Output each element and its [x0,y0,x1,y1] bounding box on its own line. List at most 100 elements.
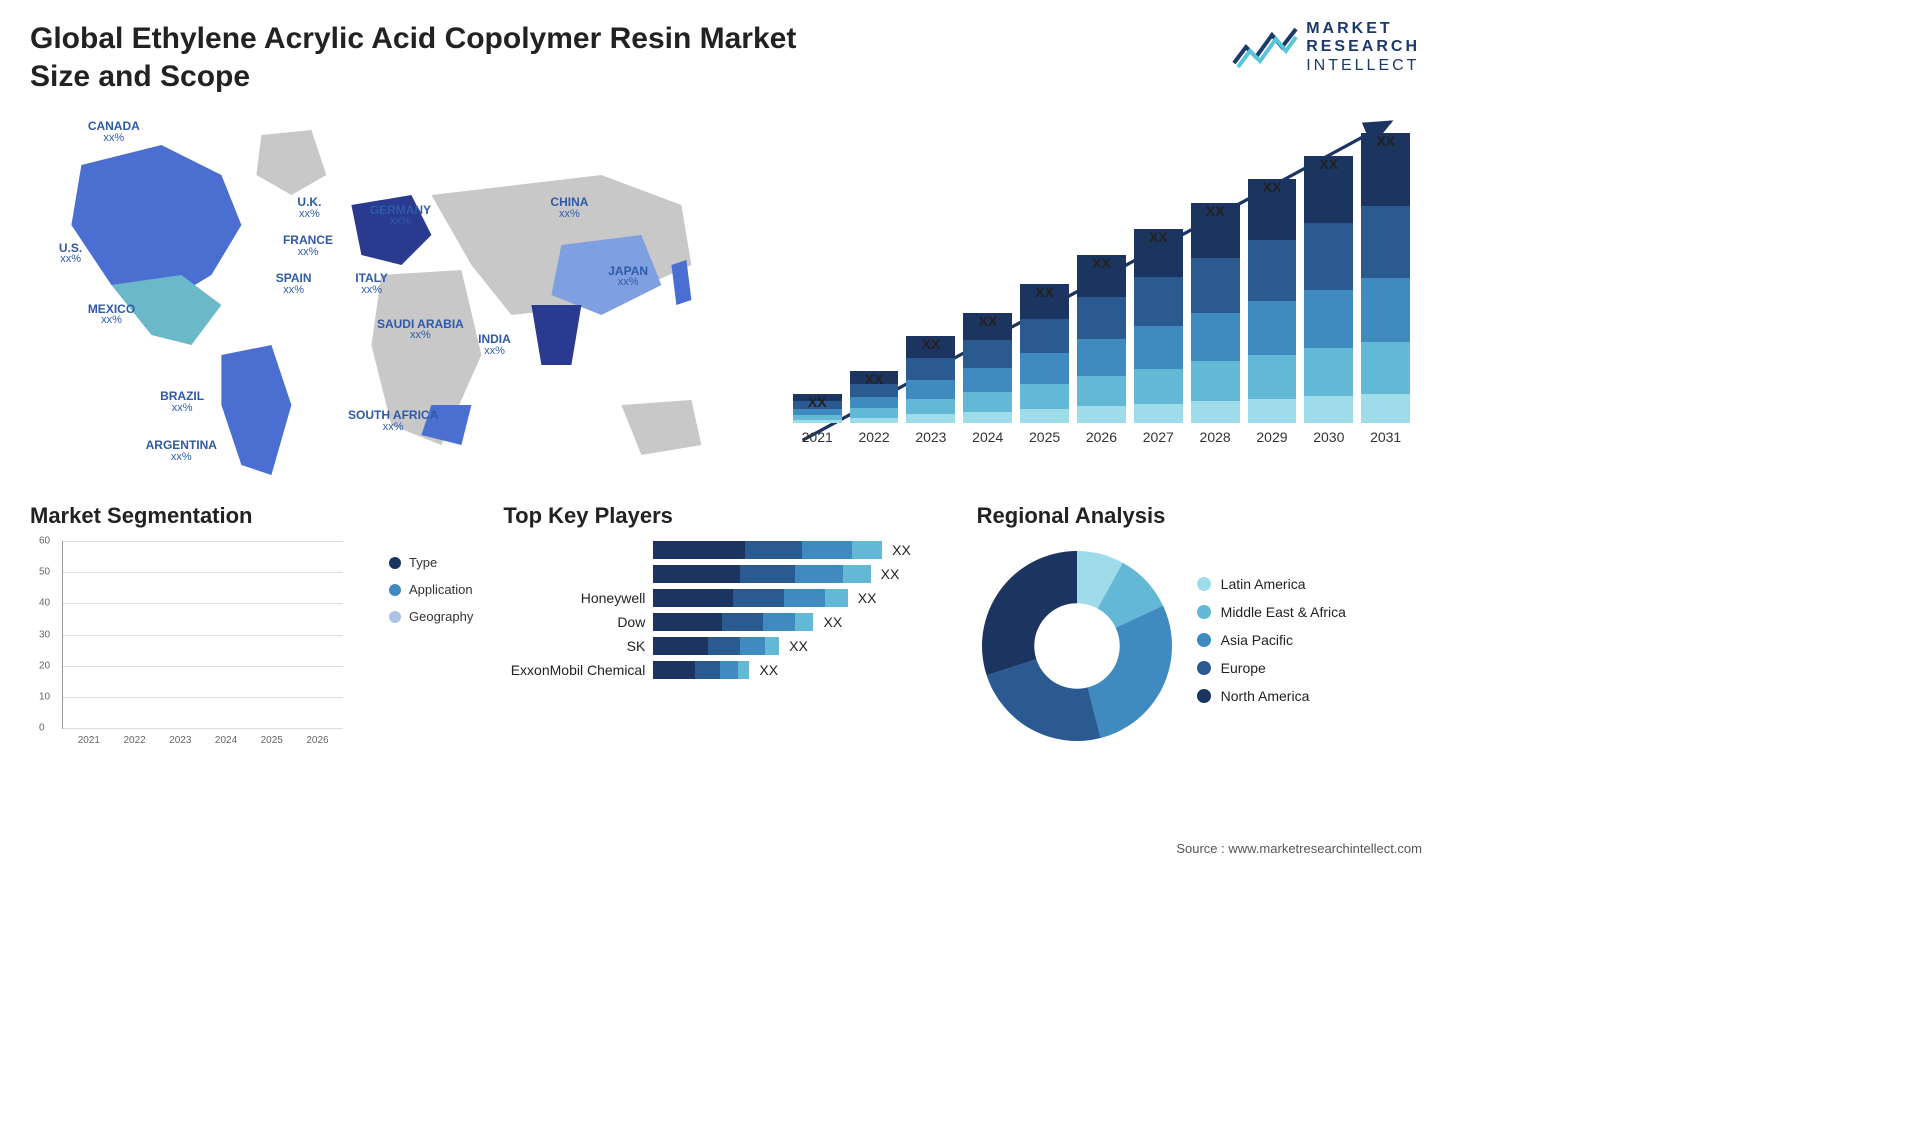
kp-value: XX [823,614,842,630]
kp-row: XX [503,565,946,583]
growth-year-label: 2022 [858,429,889,445]
map-label: INDIAxx% [478,333,511,357]
ra-legend-item: Asia Pacific [1197,632,1346,648]
map-label: ITALYxx% [355,272,388,296]
map-label: FRANCExx% [283,234,333,258]
seg-xtick: 2024 [215,735,237,746]
map-label: JAPANxx% [608,265,648,289]
growth-value-label: XX [1263,179,1282,195]
growth-value-label: XX [978,313,997,329]
growth-value-label: XX [1092,255,1111,271]
ra-legend-item: North America [1197,688,1346,704]
seg-ytick: 60 [39,536,50,547]
regional-legend: Latin America Middle East & Africa Asia Pa… [1197,576,1346,716]
seg-legend-item: Geography [389,609,473,624]
growth-year-label: 2027 [1143,429,1174,445]
growth-bar: XX 2025 [1020,284,1069,445]
growth-bar: XX 2031 [1361,133,1410,445]
key-players-panel: Top Key Players XXXXHoneywellXXDowXXSKXX… [503,503,946,751]
seg-ytick: 30 [39,629,50,640]
growth-bar: XX 2028 [1191,203,1240,445]
regional-chart: Latin America Middle East & Africa Asia Pa… [977,541,1420,751]
growth-bar: XX 2026 [1077,255,1126,445]
world-map: CANADAxx% U.S.xx% MEXICOxx% BRAZILxx% ARGENT… [30,105,753,485]
growth-chart: XX2021XX2022XX2023XX2024XX2025XX2026XX20… [783,105,1420,485]
logo-text-2: RESEARCH [1306,38,1420,56]
map-label: GERMANYxx% [370,204,431,228]
seg-xtick: 2021 [78,735,100,746]
growth-year-label: 2021 [802,429,833,445]
segmentation-legend: TypeApplicationGeography [389,555,473,636]
growth-year-label: 2025 [1029,429,1060,445]
kp-label: SK [503,638,653,654]
map-label: BRAZILxx% [160,390,204,414]
growth-year-label: 2031 [1370,429,1401,445]
seg-ytick: 40 [39,598,50,609]
kp-value: XX [858,590,877,606]
map-label: CANADAxx% [88,120,140,144]
growth-value-label: XX [1319,156,1338,172]
growth-bar: XX 2022 [850,371,899,445]
map-label: U.S.xx% [59,242,82,266]
key-players-chart: XXXXHoneywellXXDowXXSKXXExxonMobil Chemi… [503,541,946,751]
growth-year-label: 2029 [1256,429,1287,445]
logo-text-3: INTELLECT [1306,57,1420,75]
logo-text-1: MARKET [1306,20,1420,38]
growth-value-label: XX [1149,229,1168,245]
kp-value: XX [789,638,808,654]
regional-panel: Regional Analysis Latin AmericaMiddle Ea… [977,503,1420,751]
key-players-title: Top Key Players [503,503,946,529]
growth-year-label: 2026 [1086,429,1117,445]
segmentation-chart: 202120222023202420252026 0102030405060 T… [30,541,473,751]
kp-row: SK XX [503,637,946,655]
kp-value: XX [881,566,900,582]
kp-value: XX [892,542,911,558]
map-label: SOUTH AFRICAxx% [348,409,438,433]
seg-xtick: 2022 [123,735,145,746]
segmentation-title: Market Segmentation [30,503,473,529]
map-label: CHINAxx% [550,196,588,220]
seg-xtick: 2023 [169,735,191,746]
seg-ytick: 50 [39,567,50,578]
growth-year-label: 2030 [1313,429,1344,445]
growth-value-label: XX [1035,284,1054,300]
header: Global Ethylene Acrylic Acid Copolymer R… [30,20,1420,95]
map-label: ARGENTINAxx% [146,439,217,463]
page-title: Global Ethylene Acrylic Acid Copolymer R… [30,20,850,95]
growth-bar: XX2023 [906,336,955,445]
growth-bar: XX 2027 [1134,229,1183,445]
growth-year-label: 2024 [972,429,1003,445]
kp-label: Dow [503,614,653,630]
kp-label: ExxonMobil Chemical [503,662,653,678]
map-label: SAUDI ARABIAxx% [377,318,464,342]
growth-value-label: XX [1206,203,1225,219]
kp-row: XX [503,541,946,559]
seg-legend-item: Application [389,582,473,597]
brand-logo: MARKET RESEARCH INTELLECT [1232,20,1420,75]
ra-legend-item: Middle East & Africa [1197,604,1346,620]
map-label: U.K.xx% [297,196,321,220]
growth-bar: XX 2029 [1248,179,1297,445]
growth-value-label: XX [922,336,941,352]
seg-xtick: 2025 [261,735,283,746]
source-label: Source : www.marketresearchintellect.com [1176,841,1422,856]
seg-ytick: 0 [39,723,45,734]
kp-row: Dow XX [503,613,946,631]
growth-year-label: 2028 [1200,429,1231,445]
map-label: SPAINxx% [276,272,312,296]
growth-bar: XX 2024 [963,313,1012,445]
kp-value: XX [759,662,778,678]
map-label: MEXICOxx% [88,303,135,327]
seg-ytick: 10 [39,691,50,702]
ra-legend-item: Latin America [1197,576,1346,592]
kp-row: Honeywell XX [503,589,946,607]
kp-label: Honeywell [503,590,653,606]
logo-icon [1232,25,1298,71]
growth-value-label: XX [865,371,884,387]
growth-bar: XX 2021 [793,394,842,445]
growth-bar: XX 2030 [1304,156,1353,445]
growth-value-label: XX [808,394,827,410]
kp-row: ExxonMobil Chemical XX [503,661,946,679]
seg-ytick: 20 [39,660,50,671]
growth-value-label: XX [1376,133,1395,149]
